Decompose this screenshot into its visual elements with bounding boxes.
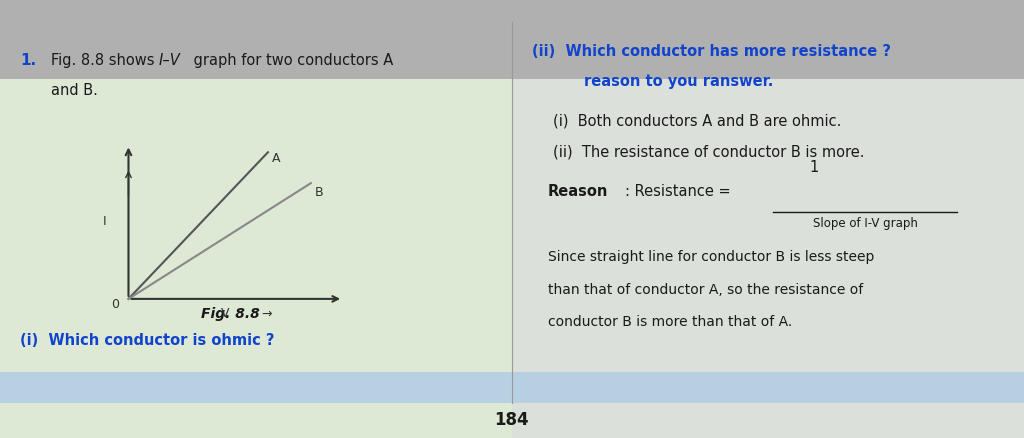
FancyBboxPatch shape	[0, 79, 512, 438]
Text: and B.: and B.	[51, 83, 98, 98]
Text: than that of conductor A, so the resistance of: than that of conductor A, so the resista…	[548, 283, 863, 297]
FancyBboxPatch shape	[0, 0, 1024, 79]
Text: 184: 184	[495, 411, 529, 430]
Text: conductor B is more than that of A.: conductor B is more than that of A.	[548, 315, 793, 329]
Text: →: →	[261, 307, 272, 321]
Text: 1: 1	[809, 160, 819, 175]
Text: 0: 0	[112, 298, 120, 311]
Text: Reason: Reason	[548, 184, 608, 199]
Text: A: A	[272, 152, 281, 165]
Text: 1.: 1.	[20, 53, 37, 67]
Text: reason to you ranswer.: reason to you ranswer.	[584, 74, 773, 89]
Text: V: V	[221, 307, 229, 321]
Text: Fig. 8.8 shows: Fig. 8.8 shows	[51, 53, 160, 67]
Text: I: I	[102, 215, 106, 228]
Text: Since straight line for conductor B is less steep: Since straight line for conductor B is l…	[548, 250, 874, 264]
Text: (ii)  The resistance of conductor B is more.: (ii) The resistance of conductor B is mo…	[553, 145, 864, 159]
Text: graph for two conductors A: graph for two conductors A	[189, 53, 393, 67]
Text: (i)  Which conductor is ohmic ?: (i) Which conductor is ohmic ?	[20, 333, 275, 348]
FancyBboxPatch shape	[512, 79, 1024, 438]
Text: Fig. 8.8: Fig. 8.8	[201, 307, 260, 321]
Text: : Resistance =: : Resistance =	[625, 184, 735, 199]
Text: (ii)  Which conductor has more resistance ?: (ii) Which conductor has more resistance…	[532, 44, 892, 59]
Text: I–V: I–V	[159, 53, 180, 67]
FancyBboxPatch shape	[0, 372, 1024, 403]
Text: Slope of I-V graph: Slope of I-V graph	[813, 217, 918, 230]
Text: (i)  Both conductors A and B are ohmic.: (i) Both conductors A and B are ohmic.	[553, 114, 842, 129]
Text: B: B	[315, 186, 324, 199]
